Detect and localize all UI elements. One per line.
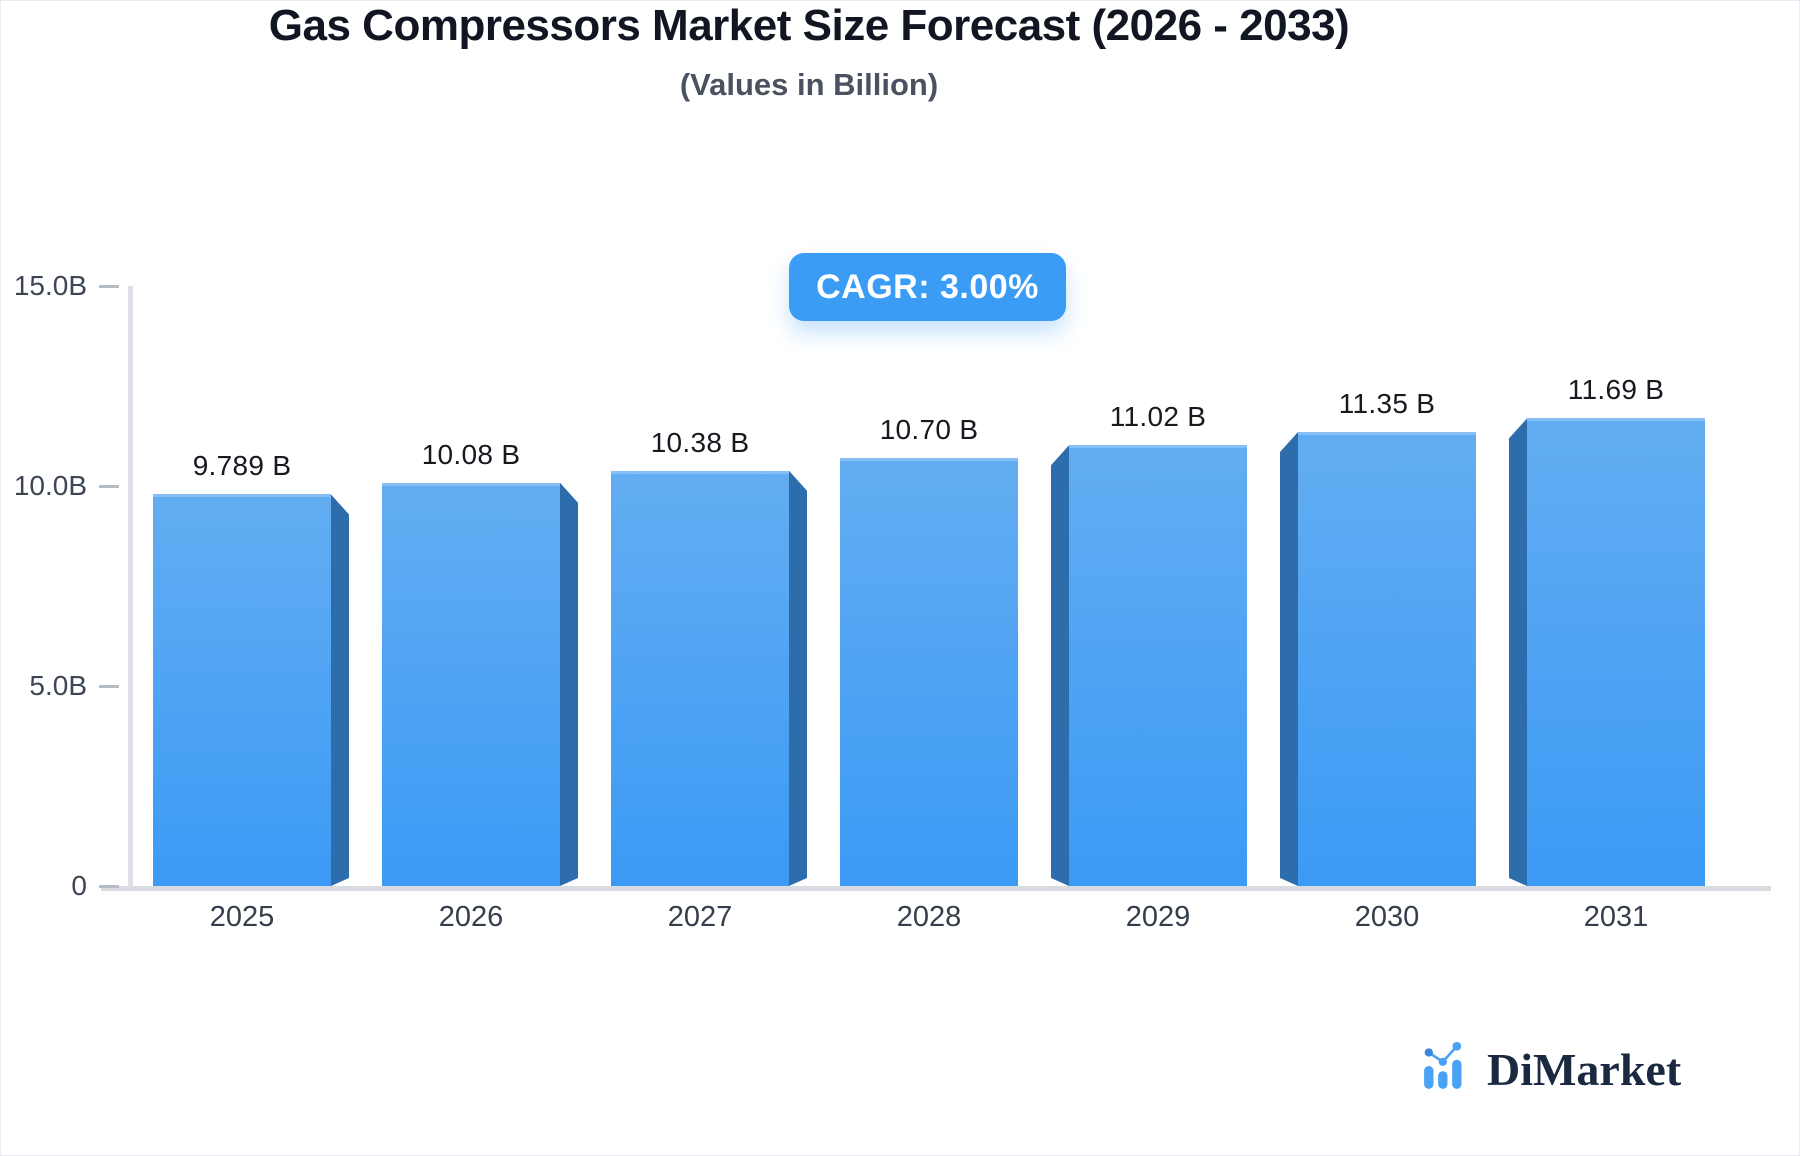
bar-side-face [789,471,807,886]
y-axis-tick [99,685,119,688]
y-axis-tick-label: 10.0B [13,470,87,501]
bar-side-face [560,483,578,886]
chart-subtitle: (Values in Billion) [679,67,939,102]
bar-value-label: 9.789 B [192,450,292,482]
x-axis-label: 2030 [1354,901,1420,933]
bar-side-face [331,494,349,886]
bar-2025 [153,494,331,886]
bar-value-label: 10.08 B [421,438,521,470]
x-axis-label: 2031 [1583,901,1649,933]
bar-value-label: 10.70 B [879,414,979,445]
y-axis-line [128,286,133,886]
x-axis-label: 2029 [1125,901,1191,933]
bar-side-face [1509,418,1527,886]
bar-2029 [1069,445,1247,886]
bar-value-label: 11.02 B [1109,401,1207,433]
bar-2030 [1298,432,1476,886]
y-axis-tick [99,285,119,288]
cagr-badge: CAGR: 3.00% [789,253,1066,321]
bar-2028 [840,458,1018,886]
chart-heading: Gas Compressors Market Size Forecast (20… [1,1,1617,103]
bar-value-label: 11.35 B [1338,388,1436,419]
x-axis-label: 2028 [896,901,962,933]
x-axis-line [101,886,1771,891]
y-axis-tick-label: 5.0B [29,670,87,701]
y-axis-tick-label: 15.0B [13,270,87,301]
bar-2031 [1527,418,1705,886]
brand-logo-text: DiMarket [1487,1044,1682,1095]
bar-chart-logo-icon [1424,1041,1462,1089]
bar-side-face [1280,432,1298,886]
y-axis-tick [99,485,119,488]
bar-value-label: 11.69 B [1567,374,1665,406]
chart-title: Gas Compressors Market Size Forecast (20… [268,1,1350,50]
cagr-badge-label: CAGR: 3.00% [816,267,1039,306]
x-axis-label: 2026 [438,901,504,933]
bar-2026 [382,482,560,886]
x-axis-label: 2027 [667,901,733,933]
bar-2027 [611,470,789,886]
y-axis-tick-label: 0 [71,870,87,901]
bar-value-label: 10.38 B [650,426,750,458]
bar-side-face [1051,445,1069,886]
x-axis-label: 2025 [209,901,275,933]
brand-logo: DiMarket [1421,1039,1681,1093]
y-axis-tick [99,885,119,888]
